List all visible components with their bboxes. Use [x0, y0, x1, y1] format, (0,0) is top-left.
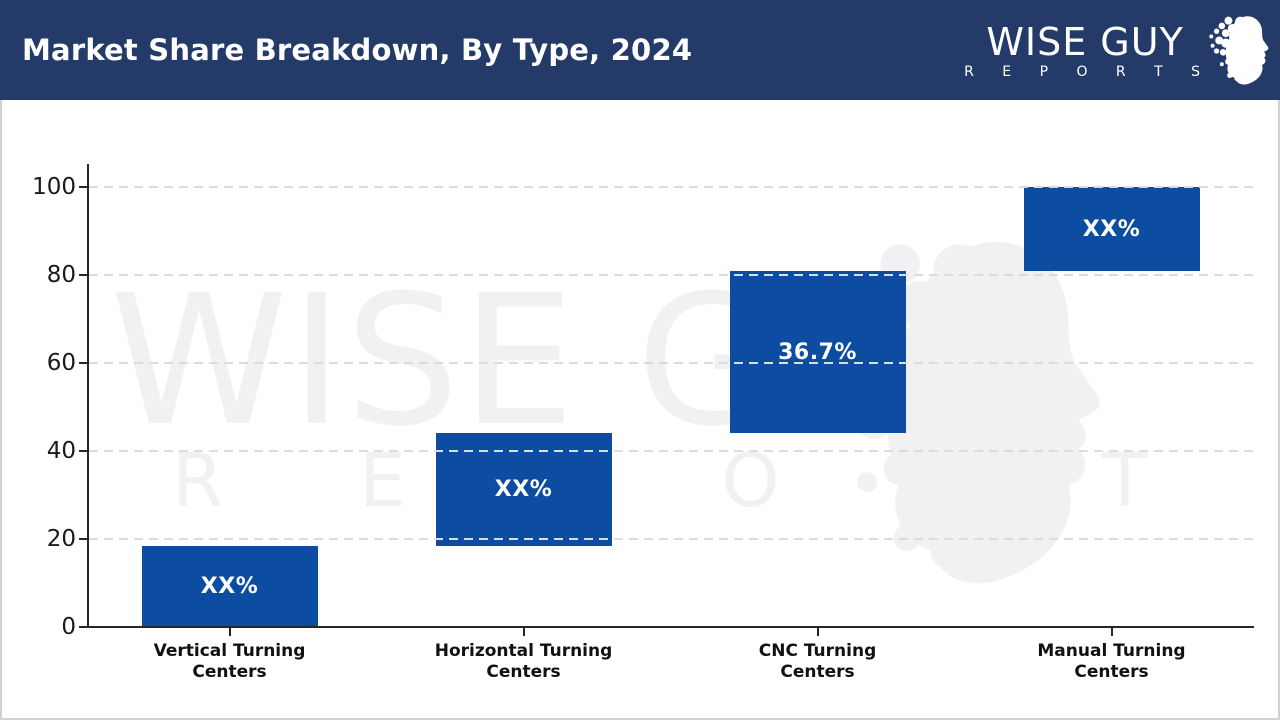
y-tick-label: 100: [32, 174, 76, 200]
logo-reports-text: R E P O R T S: [964, 63, 1212, 80]
y-tick-label: 60: [46, 350, 76, 376]
y-tick-label: 80: [46, 262, 76, 288]
x-tick-mark: [228, 628, 231, 636]
wise-guy-reports-logo: WISE GUY R E P O R T S: [958, 10, 1272, 92]
gridline-y40: [89, 450, 1253, 452]
x-tick-mark: [522, 628, 525, 636]
bar-value-label: XX%: [1082, 216, 1141, 242]
y-tick-mark: [79, 626, 87, 628]
x-tick-label: Manual Turning Centers: [1037, 641, 1186, 682]
x-tick-label: Vertical Turning Centers: [153, 641, 306, 682]
y-tick-label: 20: [46, 526, 76, 552]
x-tick-mark: [816, 628, 819, 636]
bar-segment: XX%: [1023, 187, 1200, 272]
gridline-y80: [89, 274, 1253, 276]
logo-text: WISE GUY R E P O R T S: [958, 23, 1212, 80]
y-tick-label: 0: [61, 614, 76, 640]
gridline-y60: [89, 362, 1253, 364]
bar-segment: 36.7%: [729, 271, 906, 433]
y-tick-label: 40: [46, 438, 76, 464]
logo-head-icon: [1206, 11, 1272, 91]
x-tick-label: CNC Turning Centers: [758, 641, 877, 682]
y-tick-mark: [79, 450, 87, 452]
y-tick-mark: [79, 274, 87, 276]
y-tick-mark: [79, 362, 87, 364]
gridline-y100: [89, 186, 1253, 188]
logo-wordmark: WISE GUY: [986, 19, 1184, 64]
y-tick-mark: [79, 186, 87, 188]
x-tick-label: Horizontal Turning Centers: [434, 641, 613, 682]
bar-segment: XX%: [141, 546, 318, 627]
x-axis-line: [87, 626, 1254, 628]
header-bar: Market Share Breakdown, By Type, 2024 WI…: [0, 0, 1280, 100]
x-tick-mark: [1110, 628, 1113, 636]
y-tick-mark: [79, 538, 87, 540]
chart-title: Market Share Breakdown, By Type, 2024: [22, 33, 693, 67]
bar-value-label: XX%: [494, 477, 553, 503]
bar-value-label: XX%: [200, 574, 259, 600]
y-axis-spine: [87, 164, 89, 628]
gridline-y20: [89, 538, 1253, 540]
bar-value-label: 36.7%: [778, 339, 857, 365]
